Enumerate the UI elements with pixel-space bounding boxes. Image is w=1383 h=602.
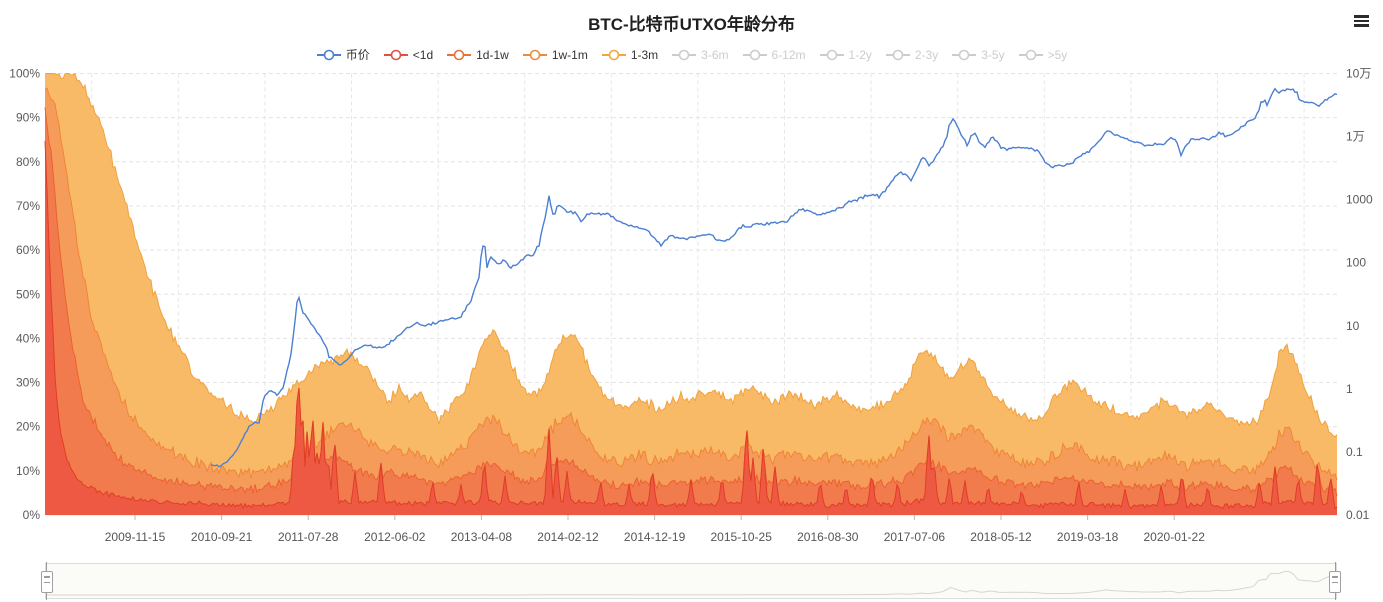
legend-series-icon (601, 49, 626, 60)
x-axis-label: 2017-07-06 (884, 530, 946, 544)
legend-item-1[interactable]: <1d (383, 48, 433, 62)
hamburger-menu-icon[interactable] (1354, 15, 1369, 27)
legend-item-2[interactable]: 1d-1w (446, 48, 509, 62)
x-axis-label: 2010-09-21 (191, 530, 253, 544)
y-left-label: 50% (16, 287, 40, 301)
y-axis-right: 0.01 0.1 1 10 100 1000 1万 10万 (1346, 67, 1373, 523)
y-left-label: 100% (9, 67, 40, 81)
legend-series-icon (952, 49, 977, 60)
legend-series-icon (383, 49, 408, 60)
legend-label: 币价 (345, 48, 370, 62)
legend-item-8[interactable]: 2-3y (885, 48, 938, 62)
y-right-label: 1万 (1346, 130, 1365, 144)
x-axis-label: 2014-02-12 (537, 530, 599, 544)
legend-label: 2-3y (914, 47, 939, 62)
y-left-label: 40% (16, 331, 40, 345)
legend-series-icon (885, 49, 910, 60)
legend-item-6[interactable]: 6-12m (742, 48, 806, 62)
y-right-label: 100 (1346, 256, 1366, 270)
datazoom-slider[interactable] (41, 562, 1341, 600)
x-axis-label: 2009-11-15 (105, 530, 166, 544)
legend-label: 6-12m (771, 47, 806, 62)
y-right-label: 10万 (1346, 67, 1371, 81)
legend-item-0[interactable]: 币价 (316, 46, 370, 63)
x-axis-label: 2020-01-22 (1144, 530, 1206, 544)
y-left-label: 20% (16, 420, 40, 434)
legend-label: 1-3m (630, 47, 659, 62)
stacked-areas (44, 73, 1338, 516)
datazoom-left-handle[interactable] (41, 571, 53, 593)
legend-series-icon (316, 49, 341, 60)
y-right-label: 0.1 (1346, 445, 1363, 459)
legend-item-5[interactable]: 3-6m (671, 47, 729, 62)
line-1w-1m (44, 87, 1338, 481)
legend-series-icon (447, 49, 472, 60)
legend-label: 1-2y (848, 47, 872, 62)
y-left-label: 0% (23, 508, 41, 522)
legend-label: 1d-1w (476, 47, 509, 62)
legend-series-icon (742, 49, 767, 60)
x-axis-label: 2012-06-02 (364, 530, 426, 544)
y-left-label: 80% (16, 155, 40, 169)
line-<1d (44, 140, 1338, 510)
legend-item-3[interactable]: 1w-1m (522, 48, 588, 62)
legend: 币价 <1d 1d-1w 1w-1m 1-3m 3-6m 6-12m 1-2y 2-3y 3-5y… (0, 46, 1383, 63)
legend-label: 3-5y (981, 47, 1005, 62)
chart-title: BTC-比特币UTXO年龄分布 (588, 15, 795, 34)
x-axis-label: 2013-04-08 (451, 530, 513, 544)
area-1-3m (45, 73, 1337, 515)
x-axis-label: 2015-10-25 (711, 530, 773, 544)
area-1w-1m (45, 88, 1337, 515)
x-axis-label: 2014-12-19 (624, 530, 686, 544)
y-left-label: 70% (16, 199, 40, 213)
price-line (210, 87, 1338, 468)
y-left-label: 60% (16, 243, 40, 257)
x-axis-label: 2018-05-12 (970, 530, 1032, 544)
legend-series-icon (672, 49, 697, 60)
x-axis-label: 2016-08-30 (797, 530, 859, 544)
y-left-label: 10% (16, 464, 40, 478)
datazoom-preview (46, 570, 1335, 596)
y-right-label: 0.01 (1346, 508, 1370, 522)
y-left-label: 30% (16, 376, 40, 390)
legend-item-10[interactable]: >5y (1018, 47, 1068, 62)
y-right-label: 1000 (1346, 193, 1373, 207)
legend-label: 3-6m (701, 47, 729, 62)
legend-label: 1w-1m (551, 47, 588, 62)
legend-series-icon (1018, 49, 1043, 60)
y-right-label: 1 (1346, 382, 1353, 396)
legend-label: <1d (412, 47, 434, 62)
y-left-label: 90% (16, 111, 40, 125)
legend-label: >5y (1047, 47, 1068, 62)
x-axis-label: 2011-07-28 (278, 530, 339, 544)
legend-item-4[interactable]: 1-3m (601, 48, 658, 62)
datazoom-right-handle[interactable] (1329, 571, 1341, 593)
y-right-label: 10 (1346, 319, 1360, 333)
legend-series-icon (819, 49, 844, 60)
y-axis-left: 0% 10% 20% 30% 40% 50% 60% 70% 80% 90% 100% (9, 67, 40, 523)
legend-item-9[interactable]: 3-5y (951, 47, 1005, 62)
x-axis-label: 2019-03-18 (1057, 530, 1119, 544)
legend-item-7[interactable]: 1-2y (819, 48, 872, 62)
legend-series-icon (522, 49, 547, 60)
x-axis: 2009-11-15 2010-09-21 2011-07-28 2012-06-02… (105, 515, 1205, 544)
